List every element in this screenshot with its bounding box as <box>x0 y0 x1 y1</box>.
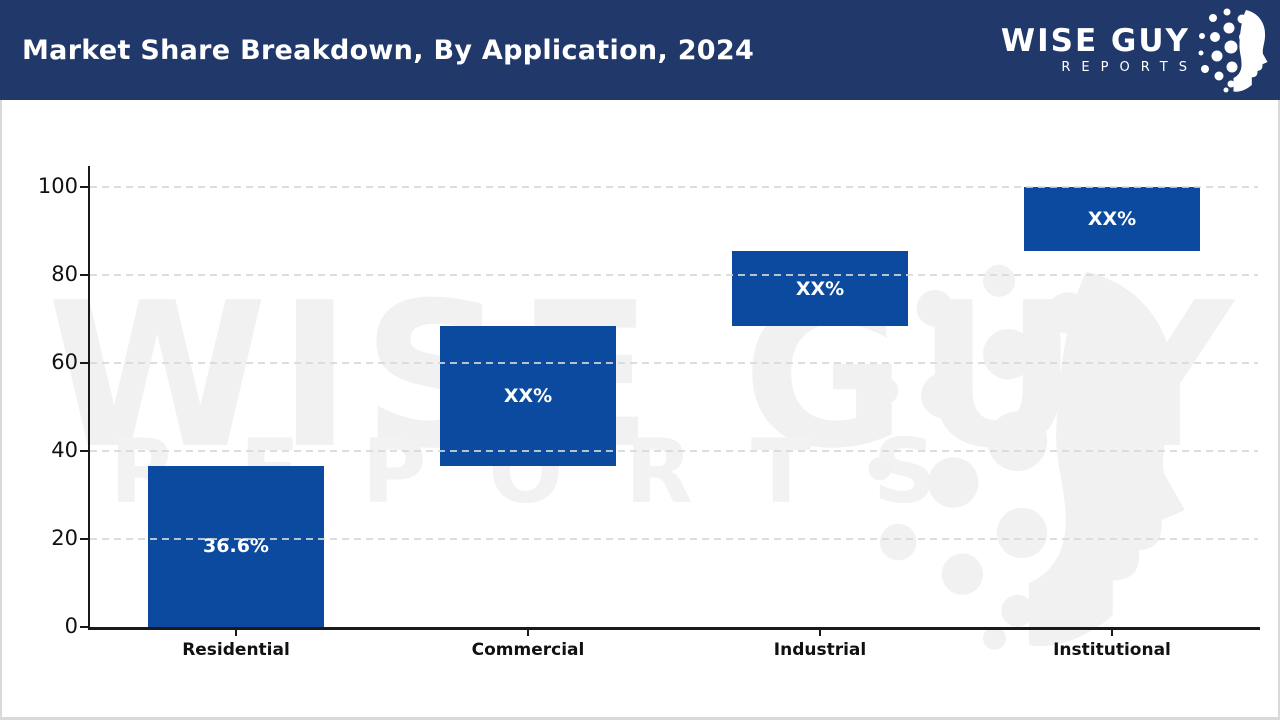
y-axis-tick-mark <box>80 538 88 540</box>
x-axis-tick-mark <box>1111 630 1113 636</box>
x-axis-tick-mark <box>527 630 529 636</box>
x-axis-tick-mark <box>819 630 821 636</box>
y-axis-tick-mark <box>80 362 88 364</box>
x-axis-category-label: Industrial <box>773 640 867 660</box>
x-axis-category-label: Residential <box>182 640 290 660</box>
logo-line2: REPORTS <box>1061 60 1198 75</box>
bar-value-label: XX% <box>503 385 553 408</box>
bar-residential: 36.6% <box>148 465 324 627</box>
chart-canvas: WISE GUY REPORTS 36.6% XX% XX% XX% 0 20 40 60 80… <box>2 100 1278 717</box>
gridline-100 <box>90 186 1258 188</box>
x-axis-category-label: Institutional <box>1053 640 1171 660</box>
y-axis-tick-label: 100 <box>37 174 78 198</box>
x-axis-line <box>88 627 1260 630</box>
y-axis-tick-mark <box>80 186 88 188</box>
gridline-20 <box>90 538 1258 540</box>
bar-commercial: XX% <box>440 326 616 466</box>
gridline-40 <box>90 450 1258 452</box>
y-axis-tick-label: 0 <box>64 614 78 638</box>
y-axis-tick-mark <box>80 626 88 628</box>
y-axis-tick-label: 60 <box>51 350 78 374</box>
header: Market Share Breakdown, By Application, … <box>0 0 1280 100</box>
gridline-80 <box>90 274 1258 276</box>
gridline-60 <box>90 362 1258 364</box>
bar-value-label: 36.6% <box>203 535 269 558</box>
y-axis-tick-label: 80 <box>51 262 78 286</box>
bar-industrial: XX% <box>732 250 908 327</box>
logo-wordmark: WISE GUY REPORTS <box>1000 23 1190 75</box>
watermark-head-icon <box>868 264 1185 650</box>
bar-value-label: XX% <box>795 277 845 300</box>
x-axis-tick-mark <box>235 630 237 636</box>
head-profile-icon <box>1198 8 1268 93</box>
x-axis-category-label: Commercial <box>471 640 585 660</box>
bar-value-label: XX% <box>1087 207 1137 230</box>
y-axis-tick-label: 20 <box>51 526 78 550</box>
logo-line1: WISE GUY <box>1000 23 1190 59</box>
waterfall-chart: 36.6% XX% XX% XX% 0 20 40 60 80 100 Residential Com… <box>2 100 1278 717</box>
y-axis-line <box>88 166 90 630</box>
y-axis-tick-mark <box>80 274 88 276</box>
bar-institutional: XX% <box>1024 187 1200 251</box>
wise-guy-logo: WISE GUY REPORTS <box>1001 6 1268 94</box>
y-axis-tick-mark <box>80 450 88 452</box>
page-title: Market Share Breakdown, By Application, … <box>22 34 755 66</box>
y-axis-tick-label: 40 <box>51 438 78 462</box>
